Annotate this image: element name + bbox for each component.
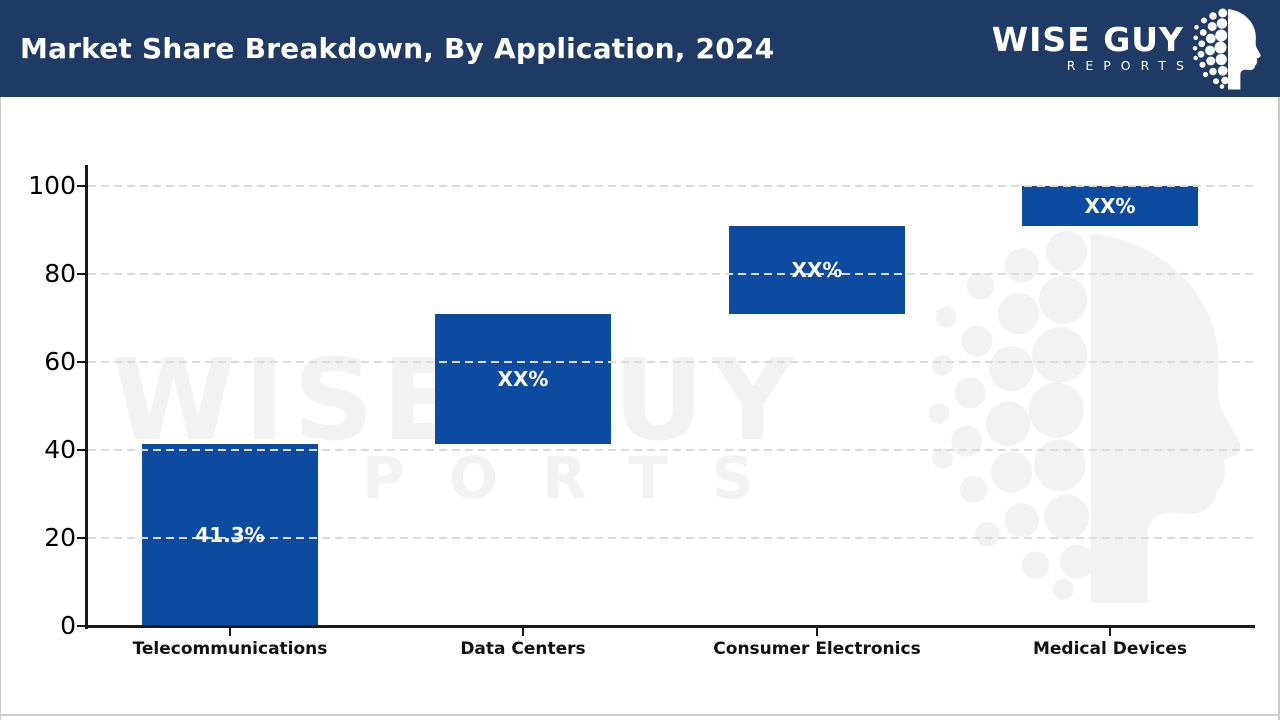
y-tick-label-20: 20 (44, 523, 76, 552)
bar-3 (1022, 186, 1198, 226)
y-tick-100 (77, 185, 86, 187)
x-tick-1 (522, 628, 524, 636)
y-tick-label-100: 100 (28, 171, 76, 200)
brand-name: WISE GUY (991, 19, 1184, 59)
bar-label-1: XX% (497, 366, 549, 391)
watermark-face-icon (928, 230, 1241, 604)
x-category-label-2: Consumer Electronics (713, 639, 921, 659)
x-tick-2 (816, 628, 818, 636)
y-tick-40 (77, 449, 86, 451)
y-tick-60 (77, 361, 86, 363)
gridline-20 (88, 537, 1254, 539)
header-bar: Market Share Breakdown, By Application, … (0, 0, 1280, 97)
x-tick-3 (1109, 628, 1111, 636)
y-tick-80 (77, 273, 86, 275)
y-tick-label-80: 80 (44, 259, 76, 288)
x-category-label-0: Telecommunications (132, 639, 328, 659)
y-tick-20 (77, 537, 86, 539)
brand-subname: REPORTS (1066, 57, 1194, 73)
y-tick-0 (77, 625, 86, 627)
brand-logo: WISE GUY REPORTS (992, 7, 1264, 91)
y-tick-label-60: 60 (44, 347, 76, 376)
chart-title: Market Share Breakdown, By Application, … (20, 32, 775, 65)
gridline-100 (88, 185, 1254, 187)
x-category-label-1: Data Centers (460, 639, 586, 659)
gridline-60 (88, 361, 1254, 363)
gridline-80 (88, 273, 1254, 275)
y-axis-line (85, 165, 88, 629)
bottom-divider (0, 714, 1280, 716)
brand-logo-text: WISE GUY REPORTS (991, 19, 1184, 75)
x-tick-0 (229, 628, 231, 636)
bar-0 (142, 444, 318, 626)
y-tick-label-0: 0 (60, 611, 76, 640)
gridline-40 (88, 449, 1254, 451)
bar-label-2: XX% (791, 257, 843, 282)
y-tick-label-40: 40 (44, 435, 76, 464)
bar-1 (435, 313, 611, 445)
face-profile-dots-icon (1192, 8, 1261, 89)
x-axis-line (85, 625, 1255, 628)
bar-label-0: 41.3% (195, 523, 265, 548)
bar-2 (729, 225, 905, 314)
x-category-label-3: Medical Devices (1032, 639, 1187, 659)
bar-label-3: XX% (1084, 193, 1136, 218)
